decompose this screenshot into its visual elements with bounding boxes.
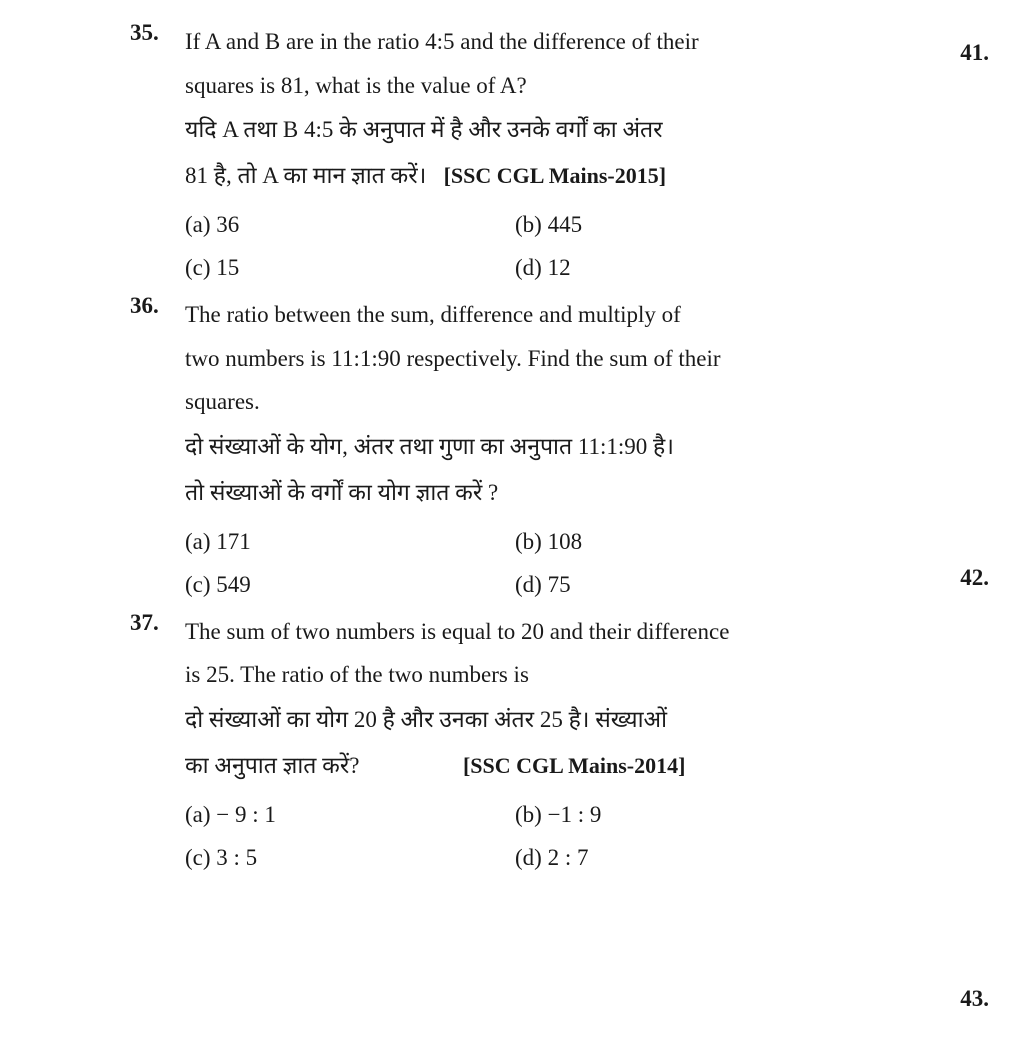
q37-options-row2: (c) 3 : 5 (d) 2 : 7 <box>0 840 1024 877</box>
q36-option-d: (d) 75 <box>515 567 815 604</box>
q36-option-c: (c) 549 <box>185 567 515 604</box>
exam-page: 41. 42. 43. 35. If A and B are in the ra… <box>0 20 1024 1021</box>
q35-options-row1: (a) 36 (b) 445 <box>0 207 1024 244</box>
q37-hindi-line1: दो संख्याओं का योग 20 है और उनका अंतर 25… <box>185 707 667 732</box>
q36-hindi-line1: दो संख्याओं के योग, अंतर तथा गुणा का अनु… <box>185 434 674 459</box>
question-35: 35. If A and B are in the ratio 4:5 and … <box>0 20 1024 199</box>
question-37: 37. The sum of two numbers is equal to 2… <box>0 610 1024 789</box>
q36-options-row2: (c) 549 (d) 75 <box>0 567 1024 604</box>
q36-options-row1: (a) 171 (b) 108 <box>0 524 1024 561</box>
q37-source: [SSC CGL Mains-2014] <box>463 753 685 778</box>
question-text-english: If A and B are in the ratio 4:5 and the … <box>130 20 900 107</box>
q35-english-line2: squares is 81, what is the value of A? <box>185 73 527 98</box>
q35-options-row2: (c) 15 (d) 12 <box>0 250 1024 287</box>
q37-options-row1: (a) − 9 : 1 (b) −1 : 9 <box>0 797 1024 834</box>
question-36: 36. The ratio between the sum, differenc… <box>0 293 1024 516</box>
q36-english-line2: two numbers is 11:1:90 respectively. Fin… <box>185 346 721 371</box>
question-text-english: The ratio between the sum, difference an… <box>130 293 900 424</box>
question-number: 35. <box>130 20 159 46</box>
q35-option-d: (d) 12 <box>515 250 815 287</box>
question-text-english: The sum of two numbers is equal to 20 an… <box>130 610 900 697</box>
q35-option-b: (b) 445 <box>515 207 815 244</box>
q37-option-a: (a) − 9 : 1 <box>185 797 515 834</box>
q36-hindi-line2: तो संख्याओं के वर्गों का योग ज्ञात करें … <box>185 480 498 505</box>
q35-hindi-line1: यदि A तथा B 4:5 के अनुपात में है और उनके… <box>185 117 663 142</box>
q37-option-d: (d) 2 : 7 <box>515 840 815 877</box>
question-text-hindi: दो संख्याओं के योग, अंतर तथा गुणा का अनु… <box>130 424 900 516</box>
q37-option-c: (c) 3 : 5 <box>185 840 515 877</box>
question-number: 36. <box>130 293 159 319</box>
q36-english-line3: squares. <box>185 389 260 414</box>
question-text-hindi: यदि A तथा B 4:5 के अनुपात में है और उनके… <box>130 107 900 199</box>
q35-option-a: (a) 36 <box>185 207 515 244</box>
q35-english-line1: If A and B are in the ratio 4:5 and the … <box>185 29 699 54</box>
q35-hindi-line2: 81 है, तो A का मान ज्ञात करें। <box>185 163 426 188</box>
q37-english-line1: The sum of two numbers is equal to 20 an… <box>185 619 729 644</box>
q37-option-b: (b) −1 : 9 <box>515 797 815 834</box>
question-text-hindi: दो संख्याओं का योग 20 है और उनका अंतर 25… <box>130 697 900 789</box>
q35-option-c: (c) 15 <box>185 250 515 287</box>
q35-source: [SSC CGL Mains-2015] <box>444 163 666 188</box>
margin-number-42: 42. <box>960 565 989 591</box>
q37-hindi-line2: का अनुपात ज्ञात करें? <box>185 753 359 778</box>
q36-option-a: (a) 171 <box>185 524 515 561</box>
q36-english-line1: The ratio between the sum, difference an… <box>185 302 681 327</box>
q36-option-b: (b) 108 <box>515 524 815 561</box>
q37-english-line2: is 25. The ratio of the two numbers is <box>185 662 529 687</box>
question-number: 37. <box>130 610 159 636</box>
margin-number-43: 43. <box>960 986 989 1012</box>
